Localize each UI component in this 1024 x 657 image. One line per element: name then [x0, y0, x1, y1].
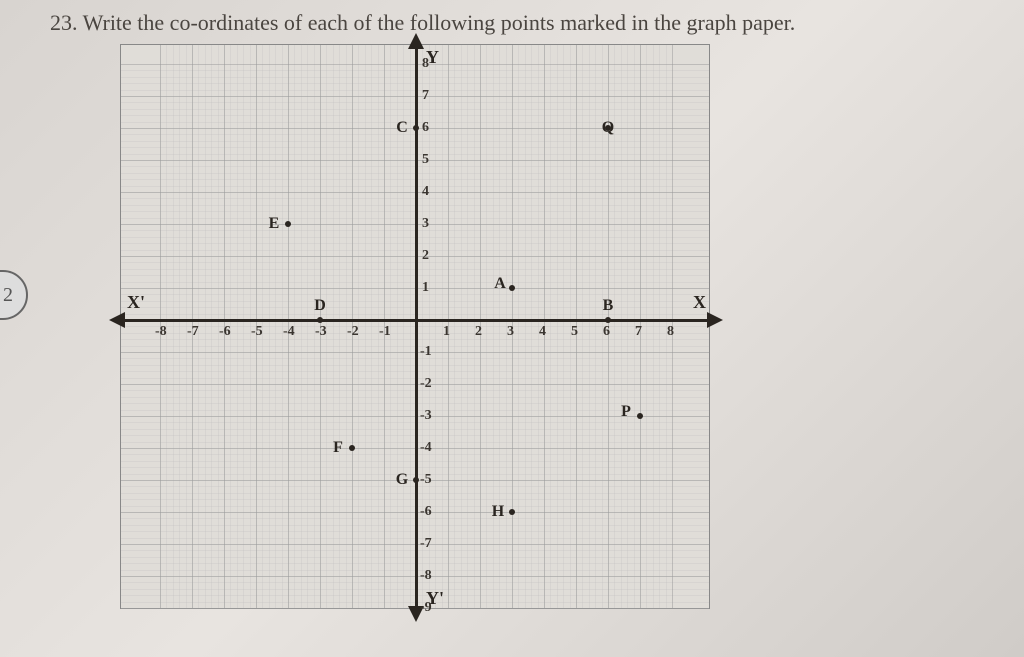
y-tick-label: -6: [420, 504, 432, 520]
x-tick-label: 2: [475, 324, 482, 340]
y-tick-label: 4: [422, 184, 429, 200]
axis-label-y: Y: [426, 47, 439, 68]
point-h: [509, 509, 515, 515]
y-tick-label: -3: [420, 408, 432, 424]
x-tick-label: -1: [379, 324, 391, 340]
point-label-d: D: [314, 297, 326, 315]
point-label-h: H: [492, 503, 504, 521]
arrow-up-icon: [408, 33, 424, 49]
point-label-q: Q: [602, 119, 614, 137]
y-tick-label: -4: [420, 440, 432, 456]
y-tick-label: -2: [420, 376, 432, 392]
point-c: [413, 125, 419, 131]
y-tick-label: 1: [422, 280, 429, 296]
x-tick-label: 1: [443, 324, 450, 340]
y-tick-label: 2: [422, 248, 429, 264]
x-tick-label: 6: [603, 324, 610, 340]
point-d: [317, 317, 323, 323]
point-g: [413, 477, 419, 483]
point-p: [637, 413, 643, 419]
axis-label-x: X: [693, 292, 706, 313]
x-tick-label: 8: [667, 324, 674, 340]
axis-label-x-neg: X': [127, 292, 145, 313]
point-e: [285, 221, 291, 227]
point-label-b: B: [603, 297, 614, 315]
y-tick-label: -8: [420, 568, 432, 584]
point-b: [605, 317, 611, 323]
axis-label-y-neg: Y': [426, 588, 444, 609]
point-label-g: G: [396, 471, 408, 489]
x-tick-label: 7: [635, 324, 642, 340]
point-label-p: P: [621, 403, 631, 421]
arrow-right-icon: [707, 312, 723, 328]
x-tick-label: 5: [571, 324, 578, 340]
point-label-c: C: [396, 119, 408, 137]
point-f: [349, 445, 355, 451]
x-tick-label: -7: [187, 324, 199, 340]
question-body: Write the co-ordinates of each of the fo…: [83, 10, 796, 35]
x-tick-label: -2: [347, 324, 359, 340]
y-tick-label: 7: [422, 88, 429, 104]
question-text: 23. Write the co-ordinates of each of th…: [20, 10, 1004, 36]
y-tick-label: 3: [422, 216, 429, 232]
y-tick-label: -5: [420, 472, 432, 488]
coordinate-graph: -8-7-6-5-4-3-2-11234567812345678-1-2-3-4…: [120, 44, 710, 609]
page-number-badge: 2: [0, 270, 28, 320]
x-tick-label: -6: [219, 324, 231, 340]
x-tick-label: 3: [507, 324, 514, 340]
y-tick-label: 6: [422, 120, 429, 136]
x-tick-label: -5: [251, 324, 263, 340]
page-root: 2 23. Write the co-ordinates of each of …: [0, 0, 1024, 657]
x-tick-label: -8: [155, 324, 167, 340]
x-tick-label: 4: [539, 324, 546, 340]
y-tick-label: 5: [422, 152, 429, 168]
arrow-left-icon: [109, 312, 125, 328]
point-a: [509, 285, 515, 291]
page-number: 2: [3, 284, 13, 307]
x-tick-label: -3: [315, 324, 327, 340]
y-tick-label: -7: [420, 536, 432, 552]
point-label-a: A: [494, 275, 506, 293]
point-label-f: F: [333, 439, 343, 457]
x-tick-label: -4: [283, 324, 295, 340]
y-tick-label: -1: [420, 344, 432, 360]
point-label-e: E: [269, 215, 280, 233]
question-number: 23.: [50, 10, 78, 35]
